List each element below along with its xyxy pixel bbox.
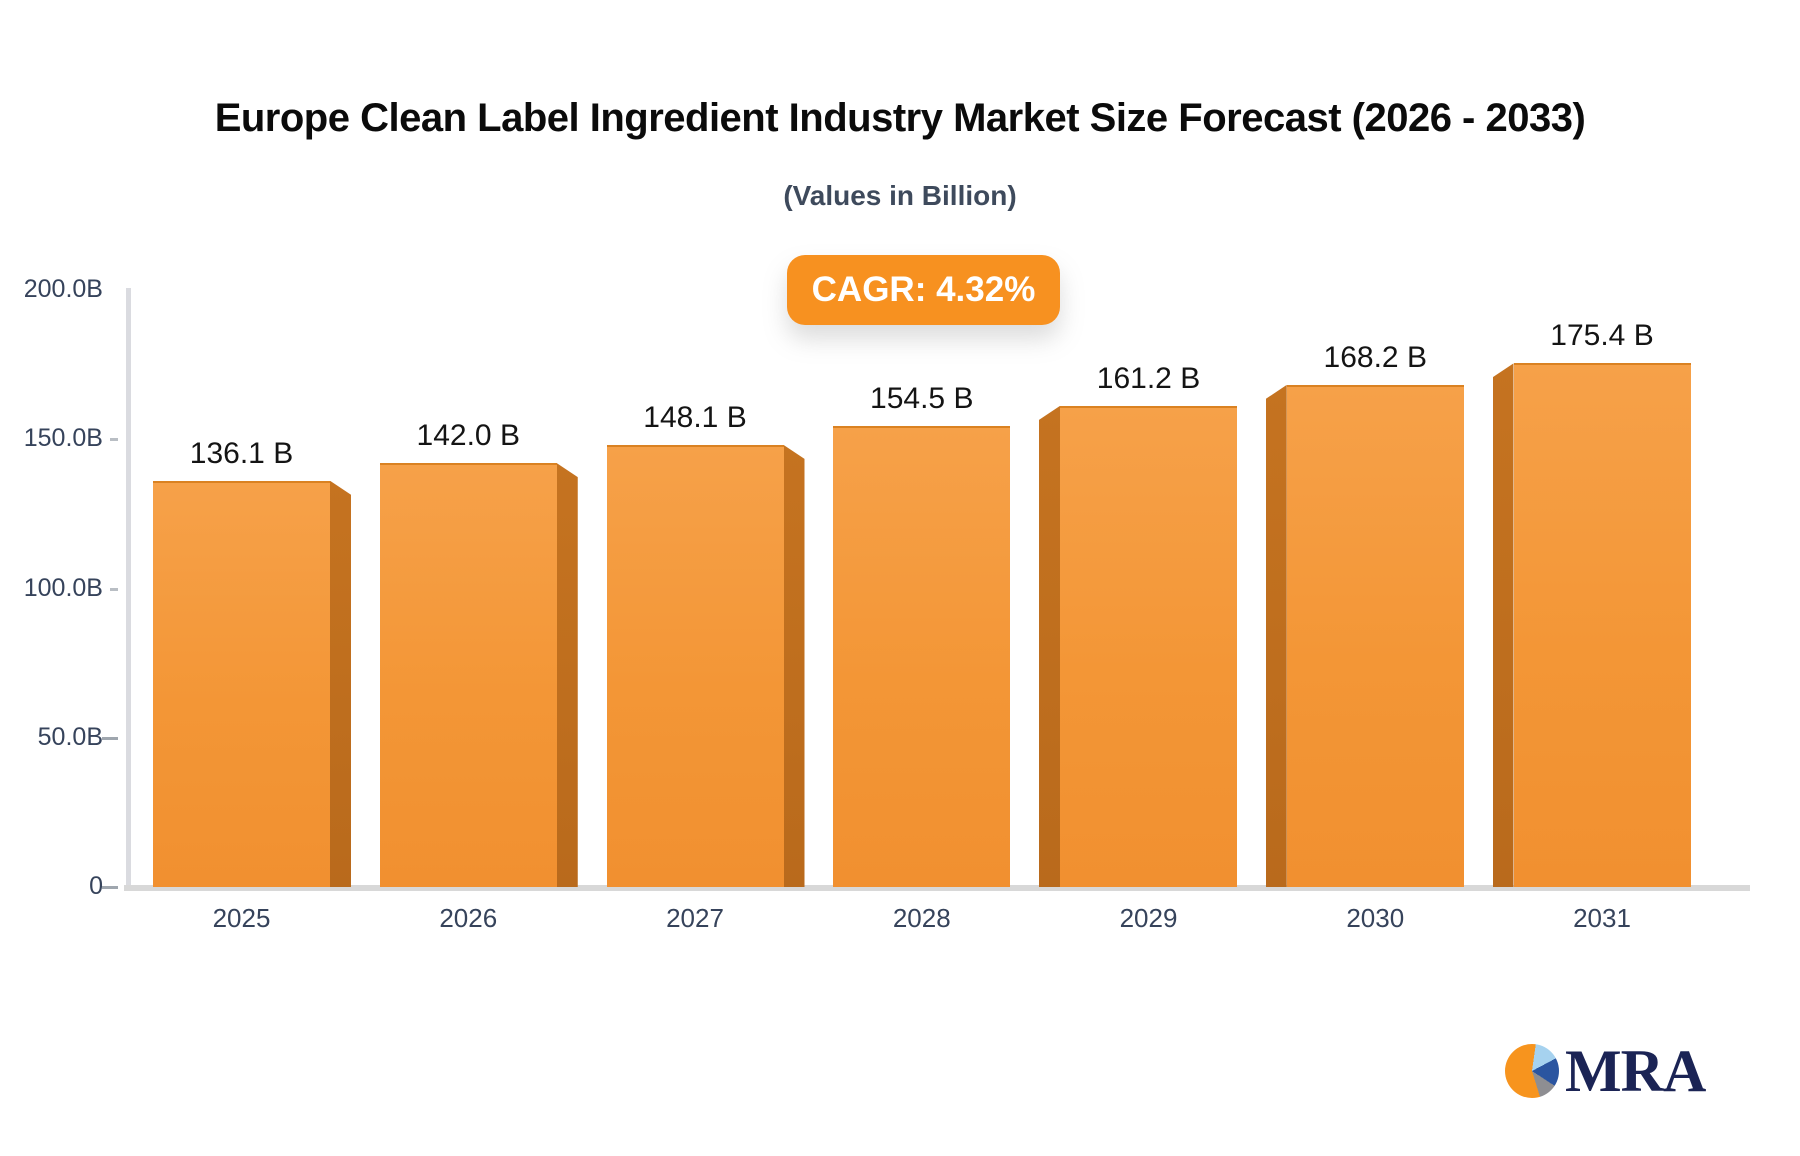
bar-2030 [1286,384,1464,887]
y-tick-label: 0 [89,872,103,900]
chart-subtitle: (Values in Billion) [783,180,1017,211]
x-tick-label: 2029 [1119,903,1178,933]
bar-value-label: 168.2 B [1323,340,1427,374]
x-tick-label: 2030 [1346,903,1405,933]
bar-value-label: 148.1 B [643,400,747,434]
x-tick-label: 2025 [212,903,271,933]
bar-2028 [833,425,1011,887]
bar-value-label: 161.2 B [1096,361,1201,395]
bar-2027-3d-side [783,444,805,887]
y-axis-tick [102,736,118,740]
y-tick-label: 150.0B [23,424,103,453]
y-axis-tick [110,587,118,591]
bar-2030-3d-side [1265,384,1287,887]
x-axis-line [124,885,1750,891]
plot-area: 200.0B 150.0B 100.0B 50.0B 0 136.1 B 2025 142.0… [24,275,1750,933]
bar-2031 [1513,363,1691,887]
bar-value-label: 175.4 B [1550,319,1654,353]
x-tick-label: 2026 [439,903,498,933]
x-tick-label: 2027 [666,903,724,933]
bar-value-label: 136.1 B [189,436,294,470]
bar-2026-3d-side [556,463,578,887]
x-tick-label: 2031 [1573,903,1631,933]
y-tick-label: 100.0B [23,573,103,602]
bar-2029 [1060,405,1237,887]
pie-chart-logo-icon [1505,1044,1559,1098]
brand-logo: MRA [1505,1036,1706,1106]
y-tick-label: 200.0B [23,275,103,303]
y-axis-tick [110,438,118,442]
y-tick-label: 50.0B [37,722,103,751]
brand-name: MRA [1565,1038,1706,1104]
bar-2025-3d-side [330,480,351,887]
y-axis-line [126,288,131,891]
bar-value-label: 154.5 B [870,381,974,415]
bar-value-label: 142.0 B [416,419,520,453]
cagr-badge: CAGR: 4.32% [787,255,1060,325]
bar-2025 [153,480,330,887]
bar-2027 [606,444,784,887]
bar-2031-3d-side [1492,363,1514,887]
chart-title: Europe Clean Label Ingredient Industry M… [214,96,1586,140]
bar-2029-3d-side [1039,405,1060,887]
x-tick-label: 2028 [892,903,951,933]
bar-2026 [379,463,557,887]
y-axis-tick [102,886,118,889]
